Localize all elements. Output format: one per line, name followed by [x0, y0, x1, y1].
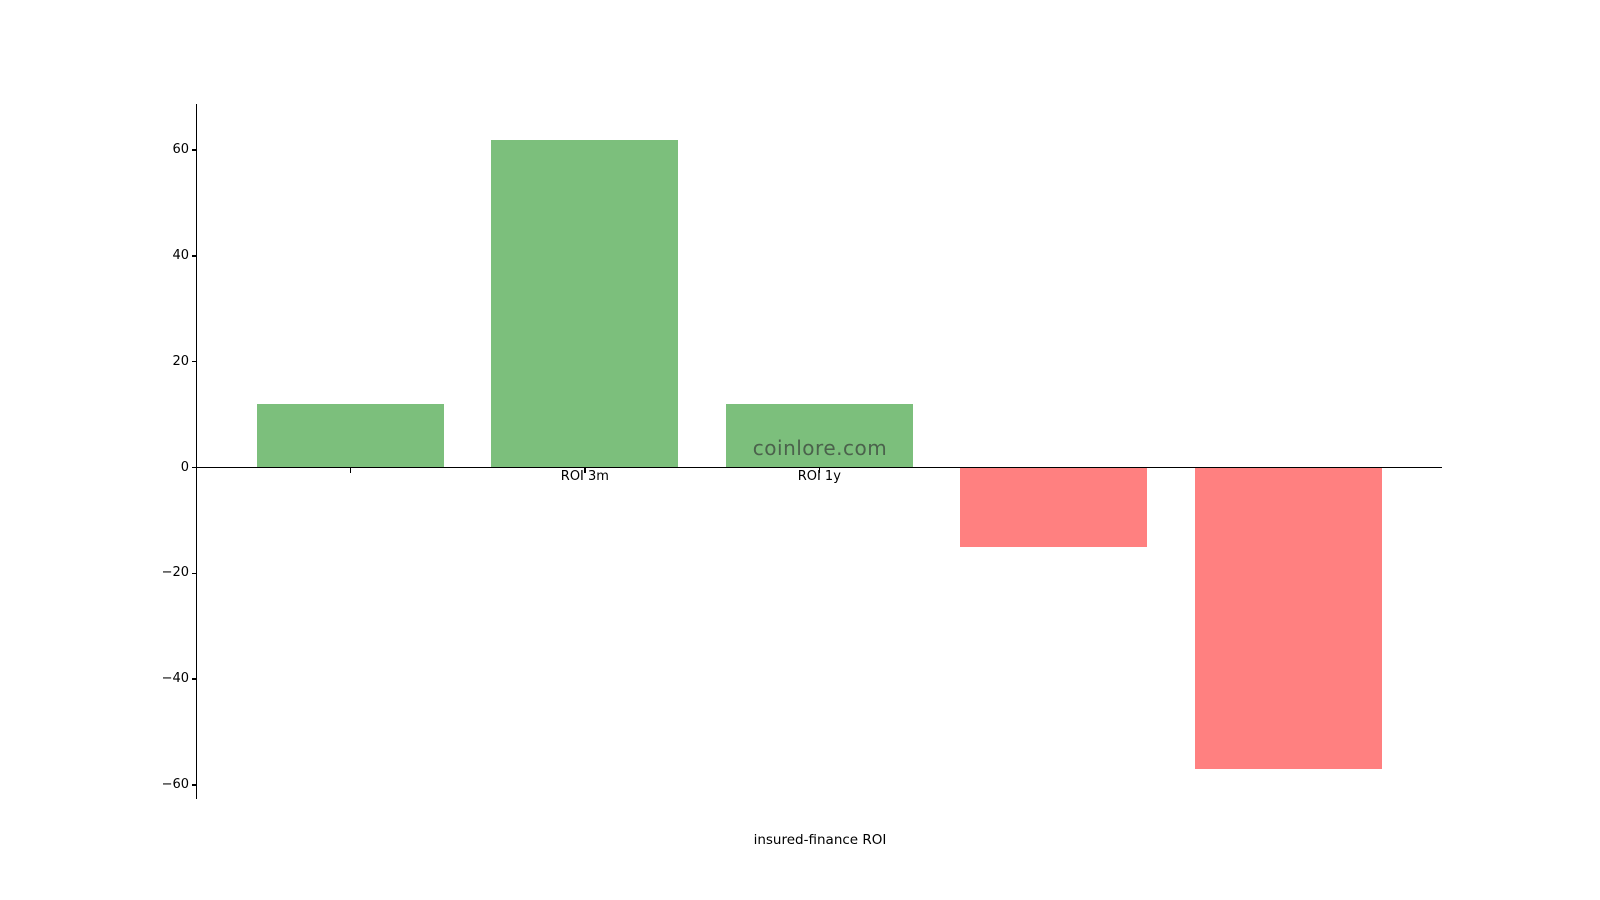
y-tick-mark [191, 466, 197, 469]
y-tick-label: 60 [172, 142, 189, 158]
y-tick-mark [191, 149, 197, 151]
bar-negative [1194, 467, 1382, 770]
x-tick-label: ROI 1y [797, 469, 841, 484]
bar-negative [960, 467, 1148, 547]
y-tick-mark [191, 572, 197, 575]
y-tick-mark [191, 678, 197, 680]
x-axis-zero-line [195, 466, 1442, 469]
y-tick-mark [191, 360, 197, 363]
chart-title: insured-finance ROI [753, 832, 887, 848]
bar-positive [257, 404, 444, 468]
y-tick-label: 0 [180, 459, 189, 475]
y-tick-mark [191, 784, 197, 786]
bar-positive [725, 404, 913, 468]
watermark: coinlore.com [752, 436, 888, 460]
y-tick-label: 20 [172, 353, 189, 369]
y-tick-label: −20 [161, 565, 189, 581]
x-tick-mark [818, 467, 821, 473]
bar-positive [491, 139, 679, 468]
y-axis-line [195, 104, 197, 799]
y-tick-label: 40 [172, 247, 189, 263]
y-tick-label: −40 [161, 671, 189, 687]
y-tick-label: −60 [161, 776, 189, 792]
x-tick-mark [584, 467, 586, 473]
x-tick-label: ROI 3m [560, 469, 609, 484]
y-tick-mark [191, 255, 197, 257]
x-tick-mark [349, 467, 352, 473]
